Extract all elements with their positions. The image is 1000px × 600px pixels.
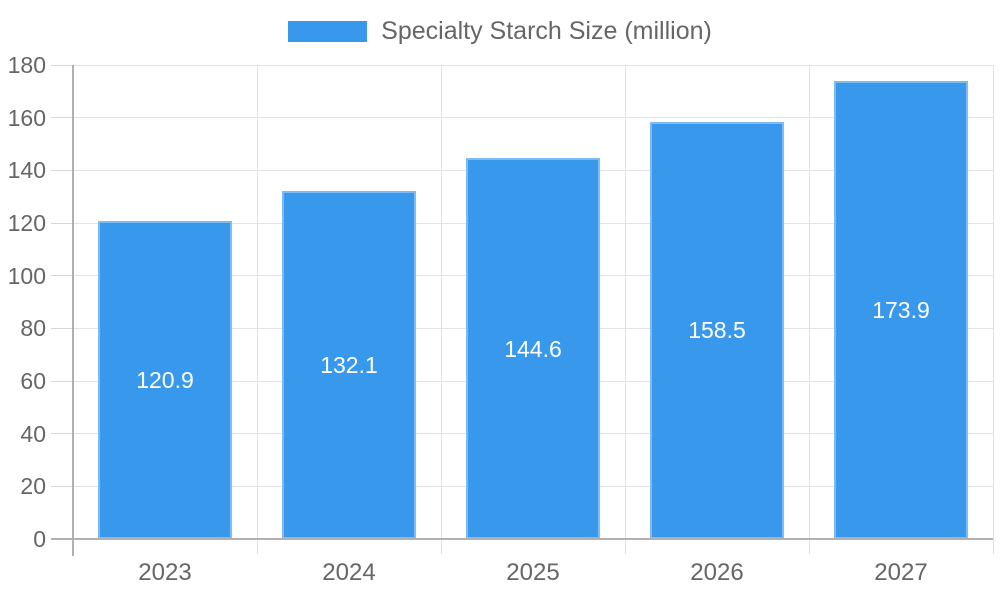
y-tick-label: 0 (33, 526, 46, 552)
y-tick-label: 180 (7, 52, 46, 78)
bar-value-label: 120.9 (136, 366, 194, 393)
y-tick-mark (51, 433, 73, 435)
y-axis-line (72, 65, 74, 556)
y-tick-label: 140 (7, 157, 46, 184)
bar-2024[interactable] (282, 191, 416, 539)
y-tick-label: 160 (7, 104, 46, 131)
x-tick-label: 2024 (322, 559, 376, 586)
v-gridline (624, 65, 626, 554)
legend-label: Specialty Starch Size (million) (381, 17, 712, 45)
bar-2025[interactable] (466, 158, 600, 539)
bar-2023[interactable] (98, 220, 232, 539)
bar-value-label: 144.6 (504, 335, 562, 362)
h-gridline (73, 117, 993, 119)
v-gridline (256, 65, 258, 554)
y-tick-mark (51, 327, 73, 329)
y-tick-label: 20 (20, 473, 46, 500)
bar-2026[interactable] (650, 121, 784, 539)
legend-swatch (288, 20, 368, 42)
bar-2027[interactable] (834, 81, 968, 539)
y-tick-mark (51, 64, 73, 66)
v-gridline (992, 65, 994, 554)
x-axis-line (51, 538, 993, 540)
y-tick-label: 80 (20, 315, 46, 342)
y-tick-label: 120 (7, 210, 46, 236)
y-tick-label: 60 (20, 368, 46, 394)
y-tick-mark (51, 169, 73, 171)
y-tick-label: 100 (7, 262, 46, 289)
y-tick-mark (51, 275, 73, 277)
y-tick-label: 40 (20, 420, 46, 447)
legend: Specialty Starch Size (million) (0, 16, 1000, 46)
h-gridline (73, 64, 993, 66)
x-tick-label: 2027 (874, 559, 928, 586)
x-tick-label: 2023 (138, 559, 192, 586)
y-tick-mark (51, 485, 73, 487)
y-tick-mark (51, 117, 73, 119)
x-tick-label: 2025 (506, 559, 560, 586)
x-tick-label: 2026 (690, 559, 744, 586)
bar-value-label: 132.1 (320, 352, 378, 379)
bar-value-label: 173.9 (872, 297, 930, 324)
y-tick-mark (51, 222, 73, 224)
v-gridline (440, 65, 442, 554)
bar-value-label: 158.5 (688, 317, 746, 344)
legend-item[interactable]: Specialty Starch Size (million) (288, 16, 712, 46)
y-tick-mark (51, 380, 73, 382)
v-gridline (808, 65, 810, 554)
